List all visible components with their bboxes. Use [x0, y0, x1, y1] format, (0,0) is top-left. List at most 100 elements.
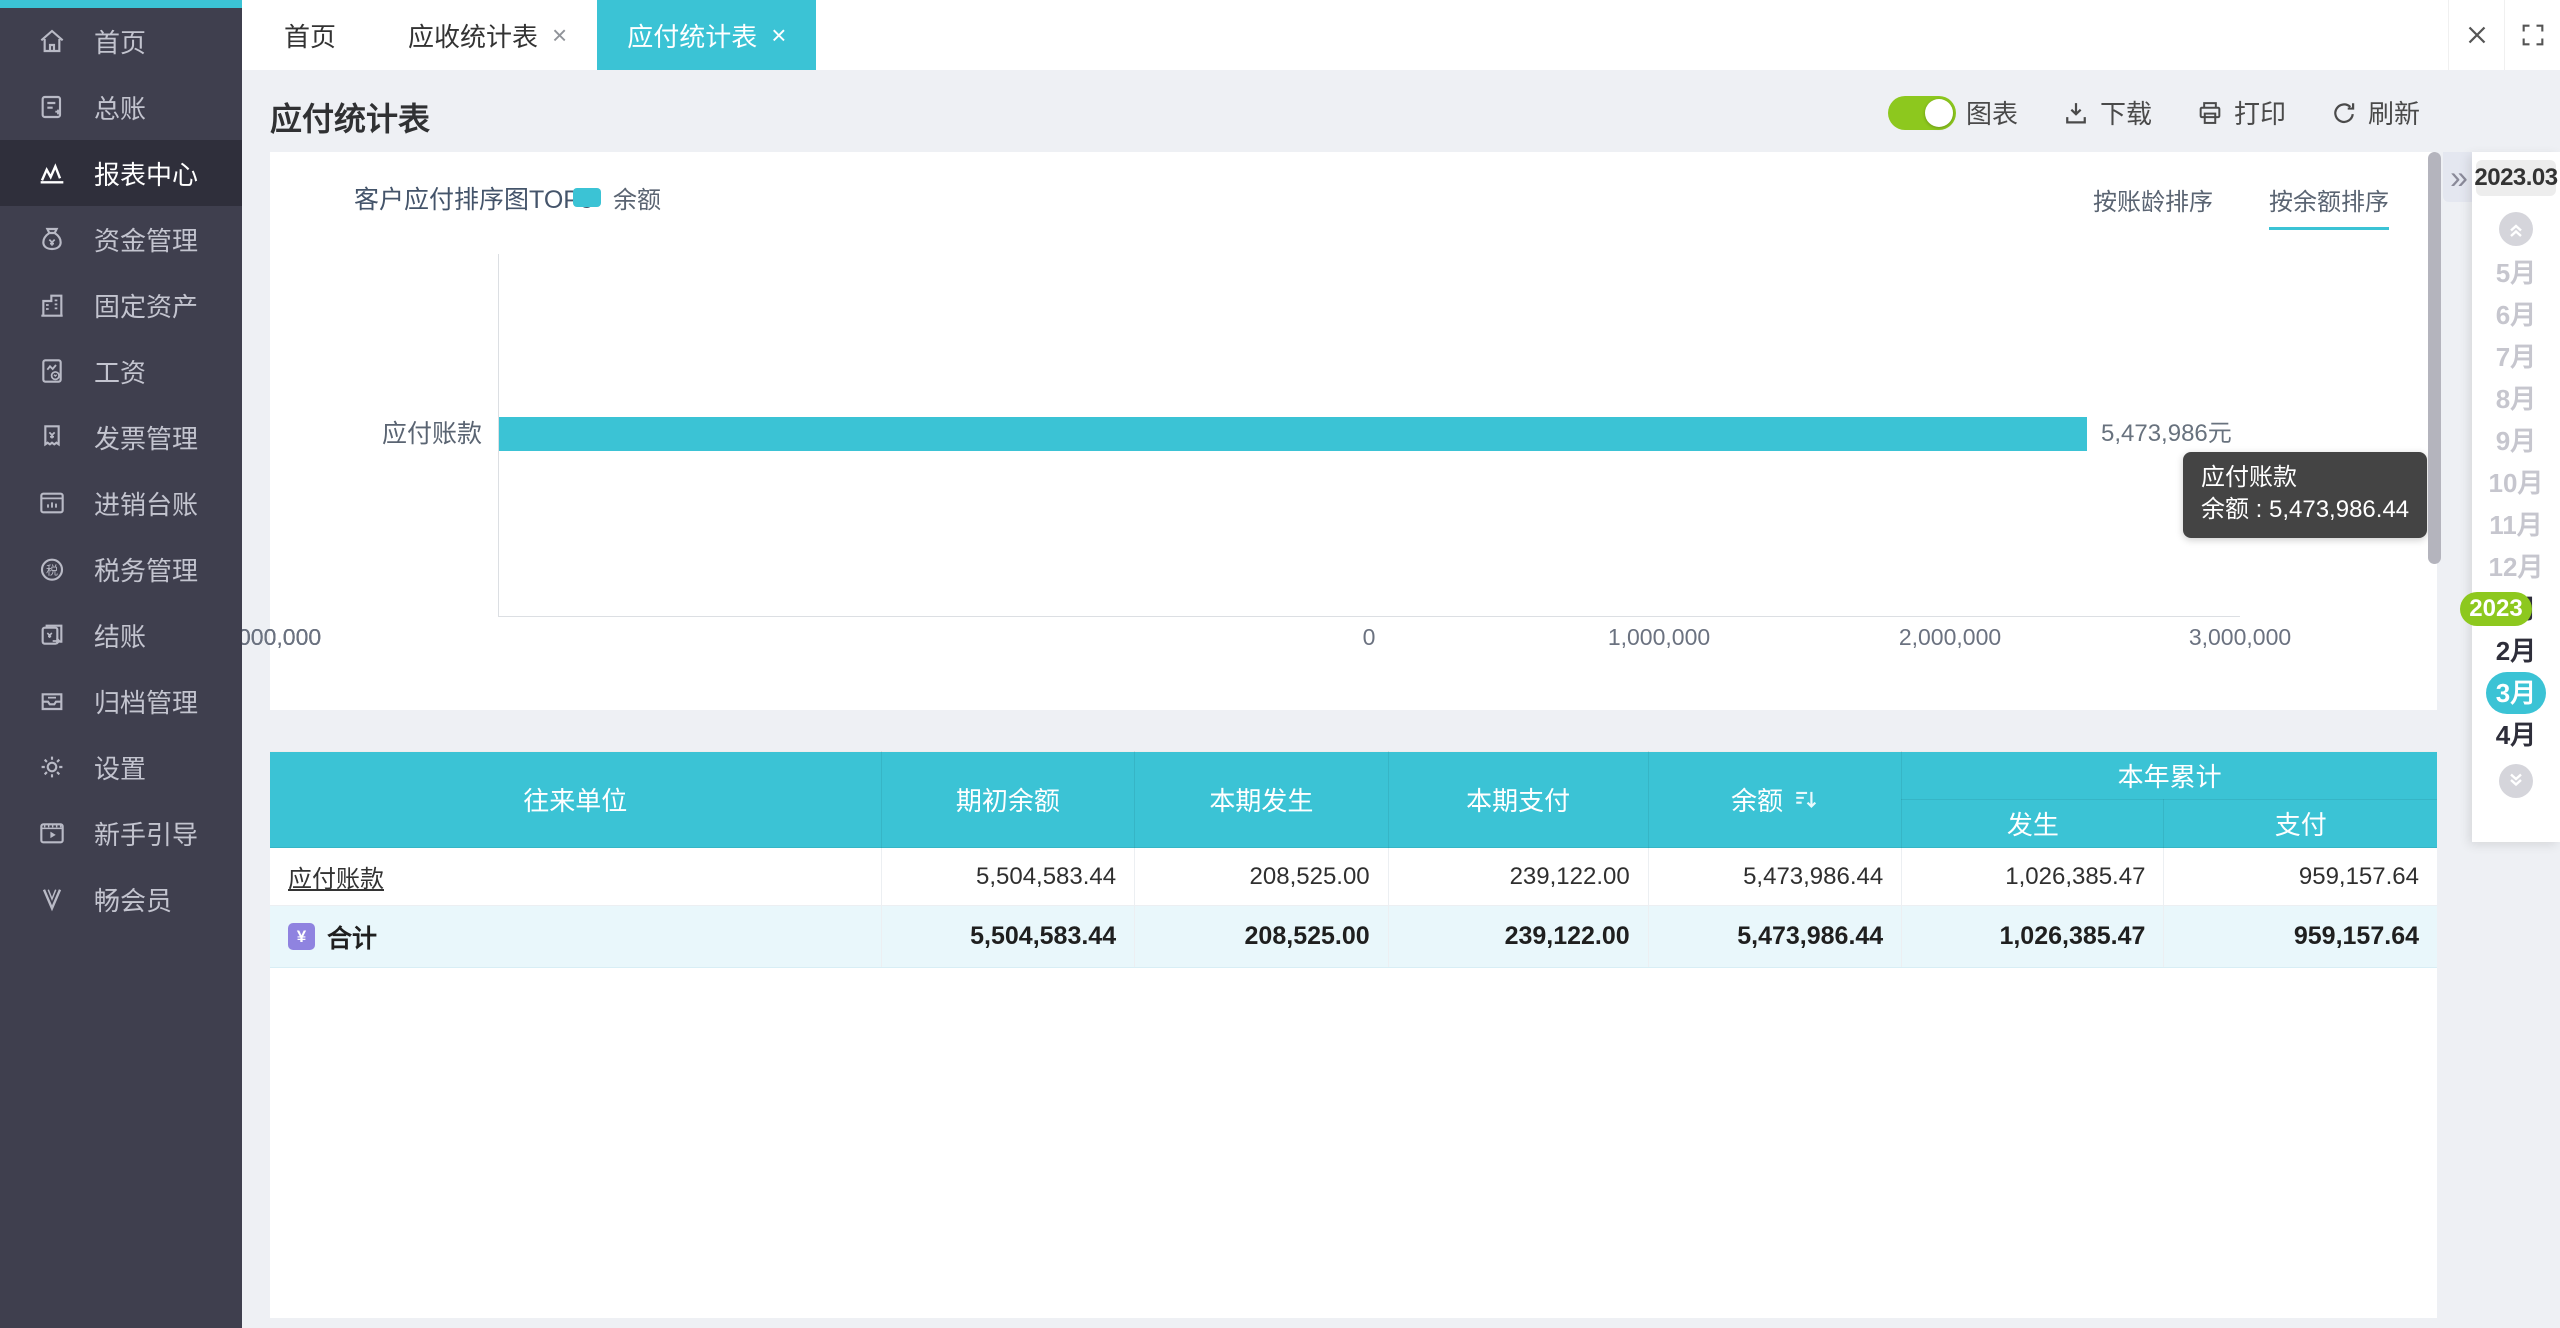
total-current-paid: 239,122.00	[1388, 905, 1649, 968]
month-item[interactable]: 5月	[2495, 258, 2537, 288]
download-label: 下载	[2099, 99, 2152, 129]
fullscreen-icon	[2522, 24, 2543, 46]
tab-bar: 首页 应收统计表 × 应付统计表 ×	[242, 0, 2560, 70]
month-item[interactable]: 2月	[2495, 636, 2537, 666]
cell-opening-balance: 5,504,583.44	[881, 847, 1136, 906]
legend-swatch	[573, 188, 601, 207]
payable-ranking-chart-card: 客户应付排序图TOP5 余额 按账龄排序 按余额排序 应付账款 5,473,98…	[219, 152, 2437, 710]
ledger-window-icon	[36, 487, 68, 519]
sidebar-item-invoice[interactable]: 发票管理	[0, 404, 242, 470]
chart-plot-area	[498, 254, 2240, 617]
salary-doc-icon	[36, 355, 68, 387]
month-item[interactable]: 9月	[2495, 426, 2537, 456]
svg-text:税: 税	[46, 563, 58, 577]
sidebar-item-label: 税务管理	[94, 555, 199, 586]
tab-close-icon[interactable]: ×	[552, 20, 568, 50]
sidebar-item-beginner-guide[interactable]: 新手引导	[0, 800, 242, 866]
chevron-right-double-icon: »	[2450, 158, 2468, 195]
sidebar-item-label: 报表中心	[94, 159, 199, 190]
col-header-balance[interactable]: 余额	[1647, 751, 1903, 848]
sidebar-item-closing[interactable]: 结账	[0, 602, 242, 668]
page-header: 应付统计表 图表 下载 打印 刷新	[270, 70, 2520, 152]
printer-icon	[2199, 101, 2221, 124]
sidebar-item-purchase-sales-ledger[interactable]: 进销台账	[0, 470, 242, 536]
tab-label: 首页	[284, 21, 337, 52]
month-item[interactable]: 7月	[2495, 342, 2537, 372]
sidebar-item-label: 新手引导	[94, 819, 199, 850]
sidebar-item-label: 资金管理	[94, 225, 199, 256]
tab-payable-report[interactable]: 应付统计表 ×	[597, 0, 817, 70]
bar-value-label: 5,473,986元	[2101, 420, 2232, 447]
collapse-panel-handle[interactable]: »	[2443, 152, 2475, 202]
sidebar-item-general-ledger[interactable]: 总账	[0, 74, 242, 140]
sidebar: 首页 总账 报表中心 资金管理 固定资产 工资 发票管理	[0, 0, 242, 1328]
sidebar-item-label: 首页	[94, 27, 147, 58]
refresh-icon	[2334, 102, 2355, 123]
tooltip-title: 应付账款	[2201, 464, 2297, 491]
sidebar-item-funds[interactable]: 资金管理	[0, 206, 242, 272]
unit-link[interactable]: 应付账款	[288, 866, 384, 893]
sidebar-item-fixed-assets[interactable]: 固定资产	[0, 272, 242, 338]
closing-books-icon	[36, 619, 68, 651]
cell-ytd-incurred: 1,026,385.47	[1901, 847, 2165, 906]
sidebar-item-settings[interactable]: 设置	[0, 734, 242, 800]
tab-receivable-report[interactable]: 应收统计表 ×	[378, 0, 597, 70]
total-label: 合计	[327, 924, 378, 953]
gear-icon	[36, 751, 68, 783]
month-item[interactable]: 4月	[2495, 720, 2537, 750]
sidebar-item-report-center[interactable]: 报表中心	[0, 140, 242, 206]
print-label: 打印	[2233, 99, 2286, 129]
refresh-button[interactable]: 刷新	[2330, 94, 2420, 131]
archive-tray-icon	[36, 685, 68, 717]
sidebar-item-tax[interactable]: 税 税务管理	[0, 536, 242, 602]
sidebar-item-archive[interactable]: 归档管理	[0, 668, 242, 734]
tab-close-icon[interactable]: ×	[771, 20, 787, 50]
chart-sort-links: 按账龄排序 按余额排序	[2093, 182, 2389, 230]
ledger-icon	[36, 91, 68, 123]
month-item[interactable]: 10月	[2488, 468, 2544, 498]
total-balance: 5,473,986.44	[1648, 905, 1903, 968]
total-current-incurred: 208,525.00	[1134, 905, 1389, 968]
sidebar-item-membership[interactable]: 畅会员	[0, 866, 242, 932]
window-close-button[interactable]	[2448, 0, 2504, 70]
col-header-current-incurred: 本期发生	[1134, 751, 1389, 848]
chart-bar[interactable]	[499, 417, 2088, 451]
print-button[interactable]: 打印	[2196, 94, 2286, 131]
video-guide-icon	[36, 817, 68, 849]
month-item[interactable]: 11月	[2489, 510, 2543, 540]
month-item[interactable]: 12月	[2488, 552, 2544, 582]
main-content: 应付统计表 图表 下载 打印 刷新 客户应付排序图TOP5 余额	[219, 70, 2560, 1328]
sidebar-item-home[interactable]: 首页	[0, 8, 242, 74]
chart-toggle-label: 图表	[1965, 99, 2018, 129]
cell-current-paid: 239,122.00	[1388, 847, 1649, 906]
tab-home[interactable]: 首页	[242, 0, 378, 70]
sort-by-aging-link[interactable]: 按账龄排序	[2093, 189, 2213, 216]
sidebar-item-label: 总账	[94, 93, 147, 124]
month-item[interactable]: 8月	[2495, 384, 2537, 414]
refresh-label: 刷新	[2367, 99, 2420, 129]
month-item-selected[interactable]: 3月	[2486, 672, 2546, 714]
chart-toggle[interactable]	[1887, 95, 1956, 130]
period-selector-panel: 2023.03 5月 6月 7月 8月 9月 10月 11月 12月 1月 2月…	[2460, 152, 2560, 842]
total-ytd-paid: 959,157.64	[2163, 905, 2437, 968]
month-item[interactable]: 6月	[2495, 300, 2537, 330]
tooltip-value: 余额 : 5,473,986.44	[2201, 496, 2410, 523]
scroll-up-button[interactable]	[2499, 212, 2533, 246]
sort-by-balance-link[interactable]: 按余额排序	[2269, 182, 2389, 230]
total-calc-icon: ¥	[288, 923, 315, 950]
invoice-icon	[36, 421, 68, 453]
fullscreen-button[interactable]	[2504, 0, 2560, 70]
scroll-down-button[interactable]	[2499, 764, 2533, 798]
download-button[interactable]: 下载	[2062, 94, 2152, 131]
sidebar-item-label: 发票管理	[94, 423, 199, 454]
chart-tooltip: 应付账款 余额 : 5,473,986.44	[2183, 452, 2428, 538]
total-ytd-incurred: 1,026,385.47	[1901, 905, 2165, 968]
sidebar-item-label: 进销台账	[94, 489, 199, 520]
report-chart-icon	[36, 157, 68, 189]
sidebar-item-label: 归档管理	[94, 687, 199, 718]
vertical-scrollbar-thumb[interactable]	[2428, 152, 2441, 564]
sidebar-item-label: 设置	[94, 753, 147, 784]
x-axis-tick: 2,000,000	[1898, 624, 2002, 650]
tab-label: 应收统计表	[408, 21, 539, 52]
sidebar-item-salary[interactable]: 工资	[0, 338, 242, 404]
